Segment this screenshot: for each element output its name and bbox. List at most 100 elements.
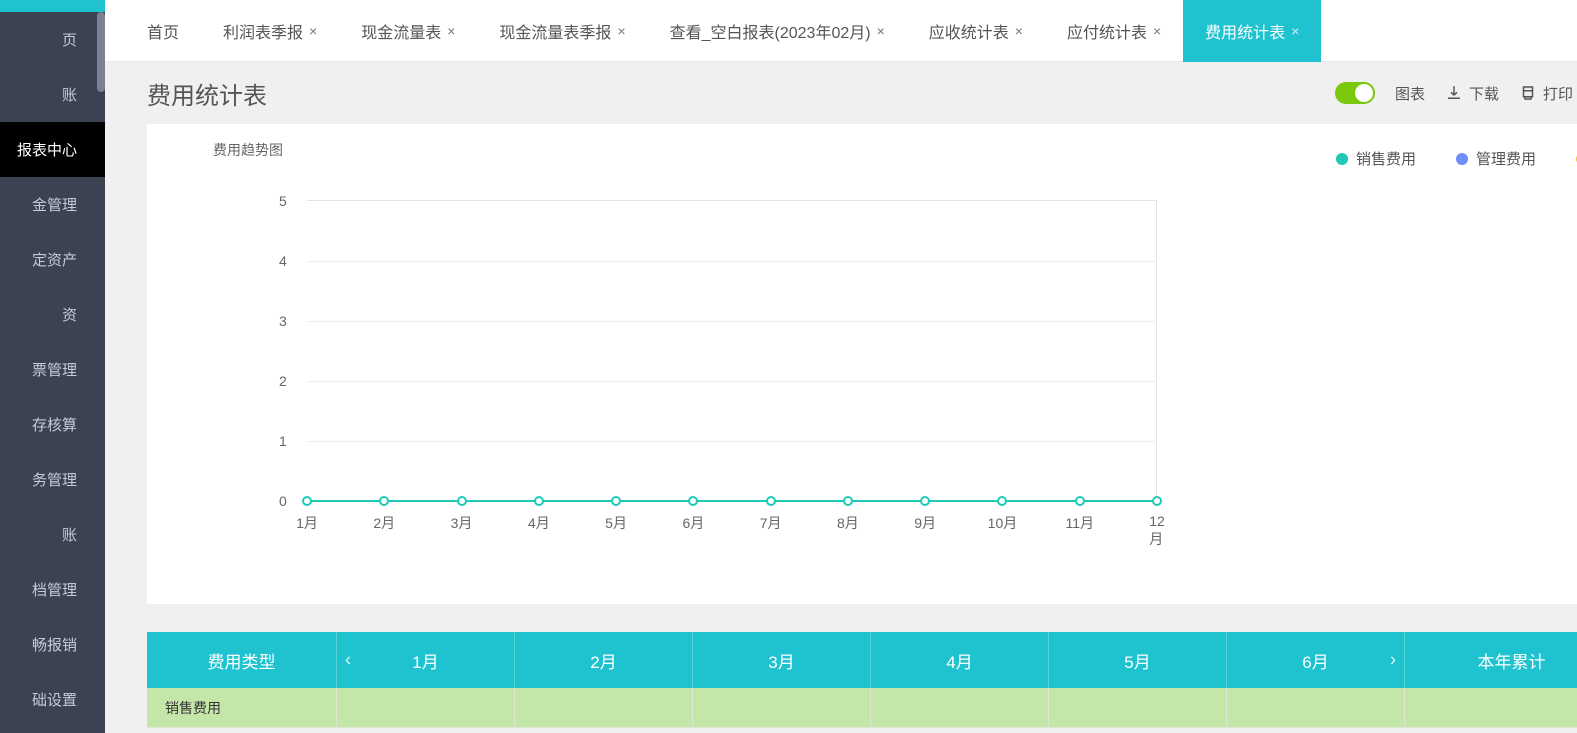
download-icon [1445, 84, 1463, 102]
th-sum: 本年累计 [1405, 632, 1577, 688]
month-nav-next-icon[interactable]: › [1390, 650, 1396, 671]
legend-item-1[interactable]: 管理费用 [1456, 148, 1536, 169]
tab-0[interactable]: 首页 [125, 0, 201, 62]
month-nav-prev-icon[interactable]: ‹ [345, 650, 351, 671]
sidebar-item-9[interactable]: 账 [0, 507, 105, 562]
series-marker[interactable] [843, 496, 853, 506]
close-icon[interactable]: × [447, 23, 455, 39]
tab-2[interactable]: 现金流量表 × [339, 0, 477, 62]
series-marker[interactable] [457, 496, 467, 506]
series-marker[interactable] [688, 496, 698, 506]
series-marker[interactable] [920, 496, 930, 506]
sidebar-item-12[interactable]: 础设置 [0, 672, 105, 727]
tab-1[interactable]: 利润表季报 × [201, 0, 339, 62]
td-month [1049, 688, 1227, 728]
print-button[interactable]: 打印 [1519, 83, 1573, 104]
th-month-3: 3月 [693, 632, 871, 688]
table-row[interactable]: 销售费用 [147, 688, 1577, 728]
td-sum [1405, 688, 1577, 728]
header-actions: 图表 下载 打印 [1335, 82, 1573, 104]
td-month [1227, 688, 1405, 728]
sidebar-item-10[interactable]: 档管理 [0, 562, 105, 617]
legend-label: 销售费用 [1356, 148, 1416, 169]
close-icon[interactable]: × [1291, 23, 1299, 39]
chart-area: 0123451月2月3月4月5月6月7月8月9月10月11月12月 [307, 200, 1317, 560]
xtick-label: 4月 [528, 513, 550, 533]
legend-dot [1456, 153, 1468, 165]
sidebar-item-2[interactable]: 报表中心 [0, 122, 105, 177]
sidebar-item-0[interactable]: 页 [0, 12, 105, 67]
ytick-label: 1 [279, 433, 287, 449]
gridline [307, 321, 1157, 322]
sidebar-item-5[interactable]: 资 [0, 287, 105, 342]
chart-toggle-switch[interactable] [1335, 82, 1375, 104]
td-type: 销售费用 [147, 688, 337, 728]
tab-4[interactable]: 查看_空白报表(2023年02月) × [648, 0, 907, 62]
xtick-label: 12月 [1149, 513, 1165, 549]
td-month [693, 688, 871, 728]
series-marker[interactable] [997, 496, 1007, 506]
close-icon[interactable]: × [1153, 23, 1161, 39]
close-icon[interactable]: × [877, 23, 885, 39]
print-label: 打印 [1543, 83, 1573, 104]
ytick-label: 2 [279, 373, 287, 389]
download-button[interactable]: 下载 [1445, 83, 1499, 104]
ytick-label: 0 [279, 493, 287, 509]
sidebar-scroll-thumb[interactable] [97, 12, 105, 92]
tab-label: 应收统计表 [929, 19, 1009, 43]
close-icon[interactable]: × [1015, 23, 1023, 39]
close-icon[interactable]: × [617, 23, 625, 39]
sidebar-item-11[interactable]: 畅报销 [0, 617, 105, 672]
xtick-label: 5月 [605, 513, 627, 533]
topbar-accent [0, 0, 105, 12]
tab-label: 利润表季报 [223, 19, 303, 43]
series-marker[interactable] [611, 496, 621, 506]
legend-dot [1336, 153, 1348, 165]
tab-7[interactable]: 费用统计表× [1183, 0, 1321, 62]
series-marker[interactable] [1152, 496, 1162, 506]
series-marker[interactable] [379, 496, 389, 506]
chart-legend: 销售费用管理费用财 [1336, 148, 1577, 169]
tab-label: 现金流量表 [361, 19, 441, 43]
series-marker[interactable] [766, 496, 776, 506]
xtick-label: 6月 [682, 513, 704, 533]
chart-title: 费用趋势图 [213, 140, 283, 160]
sidebar-item-4[interactable]: 定资产 [0, 232, 105, 287]
table: 费用类型1月‹2月3月4月5月6月›本年累计 销售费用 [147, 632, 1577, 728]
tab-3[interactable]: 现金流量表季报× [477, 0, 647, 62]
xtick-label: 1月 [296, 513, 318, 533]
main-area: 首页利润表季报×现金流量表×现金流量表季报×查看_空白报表(2023年02月)×… [105, 0, 1577, 733]
sidebar-item-6[interactable]: 票管理 [0, 342, 105, 397]
series-marker[interactable] [1075, 496, 1085, 506]
series-marker[interactable] [302, 496, 312, 506]
page-title: 费用统计表 [147, 76, 267, 111]
xtick-label: 7月 [760, 513, 782, 533]
th-type: 费用类型 [147, 632, 337, 688]
series-marker[interactable] [534, 496, 544, 506]
sidebar-item-3[interactable]: 金管理 [0, 177, 105, 232]
td-month [515, 688, 693, 728]
gridline [307, 381, 1157, 382]
ytick-label: 3 [279, 313, 287, 329]
tab-label: 查看_空白报表(2023年02月) [670, 19, 871, 43]
close-icon[interactable]: × [309, 23, 317, 39]
tab-label: 应付统计表 [1067, 19, 1147, 43]
xtick-label: 2月 [373, 513, 395, 533]
print-icon [1519, 84, 1537, 102]
xtick-label: 11月 [1065, 513, 1094, 533]
sidebar-item-1[interactable]: 账 [0, 67, 105, 122]
tab-label: 首页 [147, 19, 179, 43]
tab-6[interactable]: 应付统计表 × [1045, 0, 1183, 62]
chart-panel: 费用趋势图 销售费用管理费用财 0123451月2月3月4月5月6月7月8月9月… [147, 124, 1577, 604]
legend-item-0[interactable]: 销售费用 [1336, 148, 1416, 169]
xtick-label: 8月 [837, 513, 859, 533]
th-month-6: 6月› [1227, 632, 1405, 688]
page-header: 费用统计表 图表 下载 打印 [105, 62, 1577, 124]
sidebar-item-8[interactable]: 务管理 [0, 452, 105, 507]
sidebar: 页账报表中心金管理定资产资票管理存核算务管理账档管理畅报销础设置 [0, 12, 105, 733]
series-line-0 [307, 500, 1157, 502]
sidebar-item-7[interactable]: 存核算 [0, 397, 105, 452]
tab-5[interactable]: 应收统计表 × [907, 0, 1045, 62]
tabs-bar: 首页利润表季报×现金流量表×现金流量表季报×查看_空白报表(2023年02月)×… [105, 0, 1577, 62]
th-month-1: 1月‹ [337, 632, 515, 688]
